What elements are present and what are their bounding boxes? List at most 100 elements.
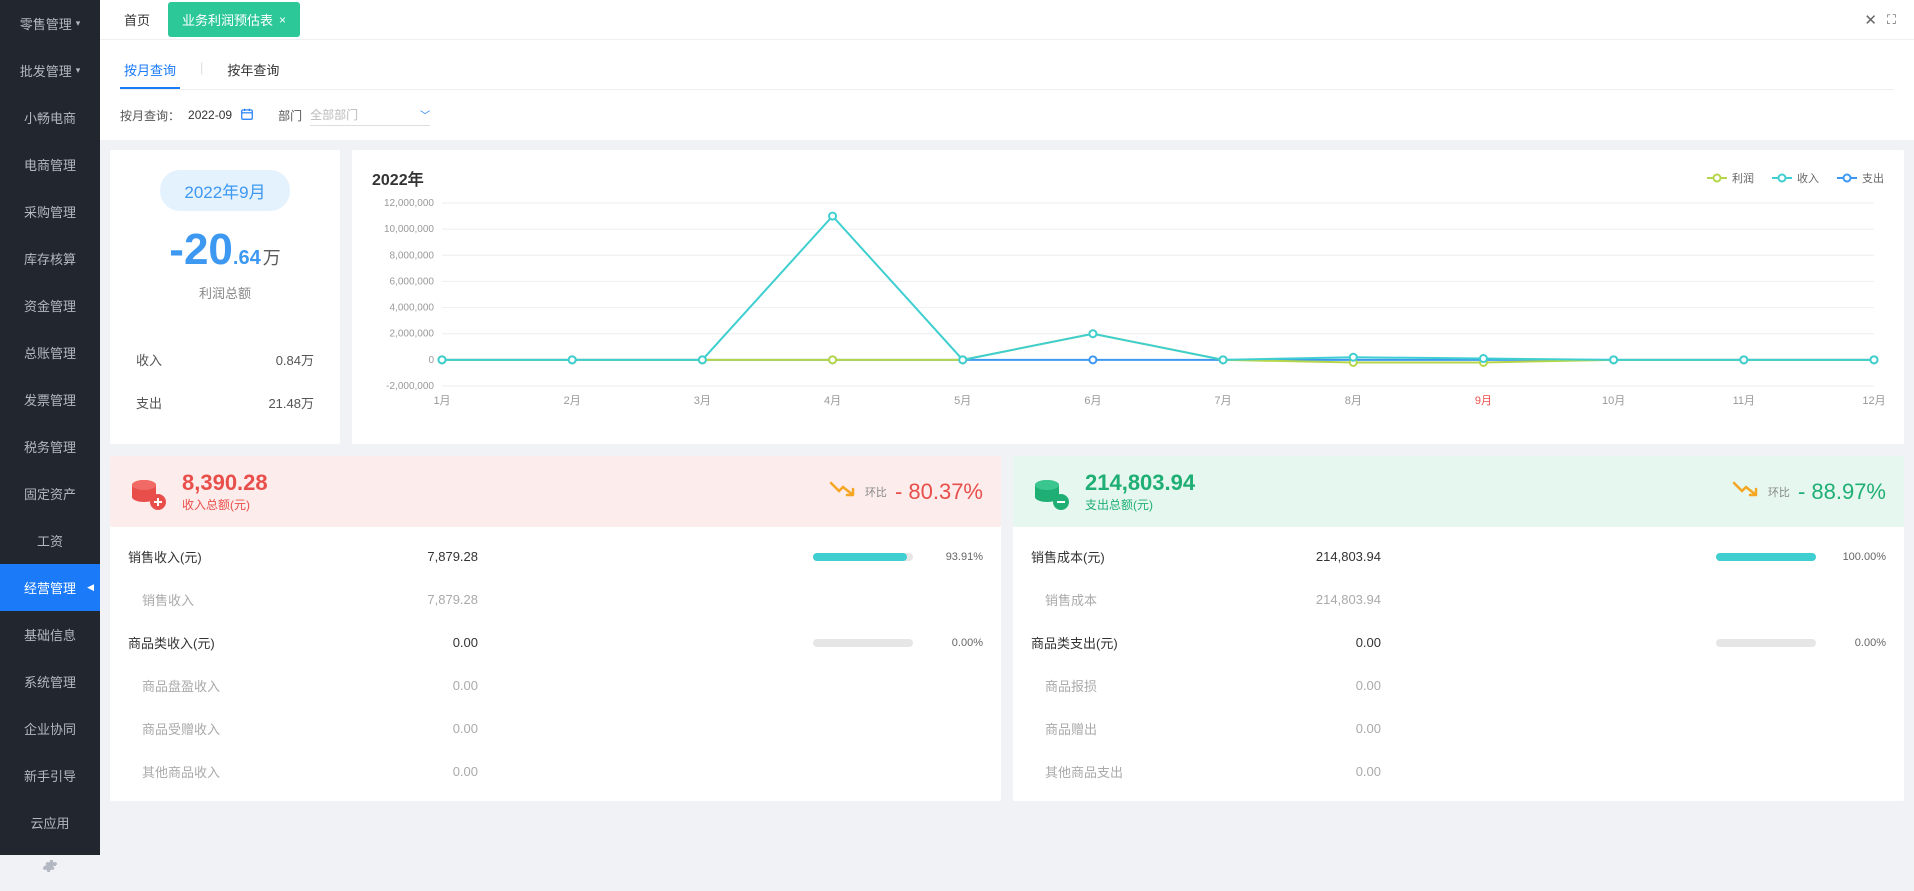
sidebar-item-label: 采购管理 — [24, 202, 76, 221]
sidebar-item[interactable]: 基础信息 — [0, 611, 100, 658]
sidebar-item-label: 云应用 — [30, 813, 69, 832]
detail-line: 销售收入(元)7,879.2893.91% — [128, 535, 983, 578]
sidebar-item-label: 批发管理 — [20, 61, 72, 80]
dept-placeholder: 全部部门 — [310, 106, 358, 123]
fullscreen-icon[interactable]: ⛶ — [1887, 12, 1896, 28]
summary-income-value: 0.84万 — [276, 350, 314, 369]
detail-line-label: 商品盘盈收入 — [128, 676, 328, 695]
svg-text:3月: 3月 — [694, 395, 711, 407]
sidebar-item[interactable]: 批发管理▾ — [0, 47, 100, 94]
detail-line: 其他商品支出0.00 — [1031, 750, 1886, 793]
summary-card: 2022年9月 -20 .64 万 利润总额 收入 0.84万 支出 21.48… — [110, 150, 340, 444]
svg-text:2,000,000: 2,000,000 — [390, 329, 435, 340]
sidebar-item-label: 系统管理 — [24, 672, 76, 691]
query-tab-month[interactable]: 按月查询 — [120, 52, 180, 89]
profit-unit: 万 — [263, 244, 281, 270]
close-panel-icon[interactable]: ✕ — [1864, 11, 1877, 29]
sidebar-item[interactable]: 新手引导 — [0, 752, 100, 799]
svg-text:12,000,000: 12,000,000 — [384, 198, 434, 209]
sidebar-item[interactable]: 发票管理 — [0, 376, 100, 423]
sidebar-item[interactable]: 零售管理▾ — [0, 0, 100, 47]
detail-line-value: 0.00 — [1231, 764, 1411, 779]
sidebar-item[interactable]: 固定资产 — [0, 470, 100, 517]
sidebar: 零售管理▾批发管理▾小畅电商电商管理采购管理库存核算资金管理总账管理发票管理税务… — [0, 0, 100, 855]
expense-sub: 支出总额(元) — [1085, 496, 1195, 513]
legend-income-label: 收入 — [1797, 170, 1819, 186]
svg-text:10月: 10月 — [1602, 395, 1625, 407]
tab-active[interactable]: 业务利润预估表 × — [168, 2, 300, 37]
expense-trend-label: 环比 — [1768, 484, 1790, 500]
chevron-down-icon: ﹀ — [420, 107, 430, 122]
income-header: 8,390.28 收入总额(元) 环比 - 80.37% — [110, 456, 1001, 527]
coins-minus-icon — [1031, 472, 1071, 512]
sidebar-item-label: 零售管理 — [20, 14, 72, 33]
detail-line: 商品赠出0.00 — [1031, 707, 1886, 750]
income-amount: 8,390.28 — [182, 470, 268, 496]
sidebar-item-label: 税务管理 — [24, 437, 76, 456]
svg-text:6,000,000: 6,000,000 — [390, 276, 435, 287]
legend-expense-label: 支出 — [1862, 170, 1884, 186]
svg-text:12月: 12月 — [1862, 395, 1884, 407]
progress-bar — [813, 553, 913, 561]
legend-profit-label: 利润 — [1732, 170, 1754, 186]
sidebar-item[interactable]: 库存核算 — [0, 235, 100, 282]
income-trend-value: - 80.37% — [895, 479, 983, 505]
sidebar-item[interactable]: 资金管理 — [0, 282, 100, 329]
summary-expense-label: 支出 — [136, 393, 162, 412]
sidebar-item-label: 发票管理 — [24, 390, 76, 409]
close-icon[interactable]: × — [279, 13, 286, 27]
sidebar-item[interactable]: 总账管理 — [0, 329, 100, 376]
trend-down-icon — [1732, 479, 1760, 504]
detail-line-value: 0.00 — [328, 635, 508, 650]
calendar-icon[interactable] — [240, 107, 254, 124]
chart-card: 2022年 利润 收入 支 — [352, 150, 1904, 444]
profit-decimals: .64 — [233, 247, 261, 270]
summary-expense-value: 21.48万 — [268, 393, 314, 412]
sidebar-item[interactable]: 采购管理 — [0, 188, 100, 235]
summary-expense: 支出 21.48万 — [130, 381, 320, 424]
sidebar-item[interactable]: 税务管理 — [0, 423, 100, 470]
content: 2022年9月 -20 .64 万 利润总额 收入 0.84万 支出 21.48… — [100, 140, 1914, 855]
progress-bar-fill — [1716, 553, 1816, 561]
detail-line-value: 214,803.94 — [1231, 549, 1411, 564]
detail-line-value: 0.00 — [328, 721, 508, 736]
svg-text:4月: 4月 — [824, 395, 841, 407]
svg-text:0: 0 — [428, 355, 434, 366]
tab-home[interactable]: 首页 — [110, 2, 164, 37]
income-trend-label: 环比 — [865, 484, 887, 500]
svg-text:8,000,000: 8,000,000 — [390, 250, 435, 261]
sidebar-item[interactable]: 云应用 — [0, 799, 100, 846]
month-badge: 2022年9月 — [160, 170, 289, 211]
summary-income-label: 收入 — [136, 350, 162, 369]
settings-button[interactable] — [0, 846, 100, 891]
progress-pct: 0.00% — [913, 637, 983, 649]
sidebar-item-label: 电商管理 — [24, 155, 76, 174]
detail-line-value: 0.00 — [1231, 635, 1411, 650]
detail-line-label: 商品报损 — [1031, 676, 1231, 695]
legend-income[interactable]: 收入 — [1772, 170, 1819, 186]
main: 首页 业务利润预估表 × ✕ ⛶ 按月查询 | 按年查询 按月查询： 2022-… — [100, 0, 1914, 855]
sidebar-item-label: 工资 — [37, 531, 63, 550]
detail-line: 商品报损0.00 — [1031, 664, 1886, 707]
sidebar-item[interactable]: 小畅电商 — [0, 94, 100, 141]
detail-line-value: 0.00 — [328, 678, 508, 693]
profit-sign: - — [169, 225, 184, 274]
sidebar-item[interactable]: 电商管理 — [0, 141, 100, 188]
sidebar-item[interactable]: 系统管理 — [0, 658, 100, 705]
sidebar-item[interactable]: 经营管理◀ — [0, 564, 100, 611]
topbar: 首页 业务利润预估表 × ✕ ⛶ — [100, 0, 1914, 40]
detail-line-label: 其他商品收入 — [128, 762, 328, 781]
legend-profit[interactable]: 利润 — [1707, 170, 1754, 186]
legend-expense[interactable]: 支出 — [1837, 170, 1884, 186]
sidebar-item-label: 固定资产 — [24, 484, 76, 503]
expense-trend-value: - 88.97% — [1798, 479, 1886, 505]
detail-line-label: 商品赠出 — [1031, 719, 1231, 738]
detail-line-label: 商品类支出(元) — [1031, 633, 1231, 652]
svg-text:2月: 2月 — [564, 395, 581, 407]
sidebar-item[interactable]: 企业协同 — [0, 705, 100, 752]
query-tab-year[interactable]: 按年查询 — [223, 52, 283, 89]
month-field: 按月查询： 2022-09 — [120, 107, 254, 124]
sidebar-item[interactable]: 工资 — [0, 517, 100, 564]
dept-select[interactable]: 全部部门 ﹀ — [310, 104, 430, 126]
detail-line-label: 销售成本(元) — [1031, 547, 1231, 566]
